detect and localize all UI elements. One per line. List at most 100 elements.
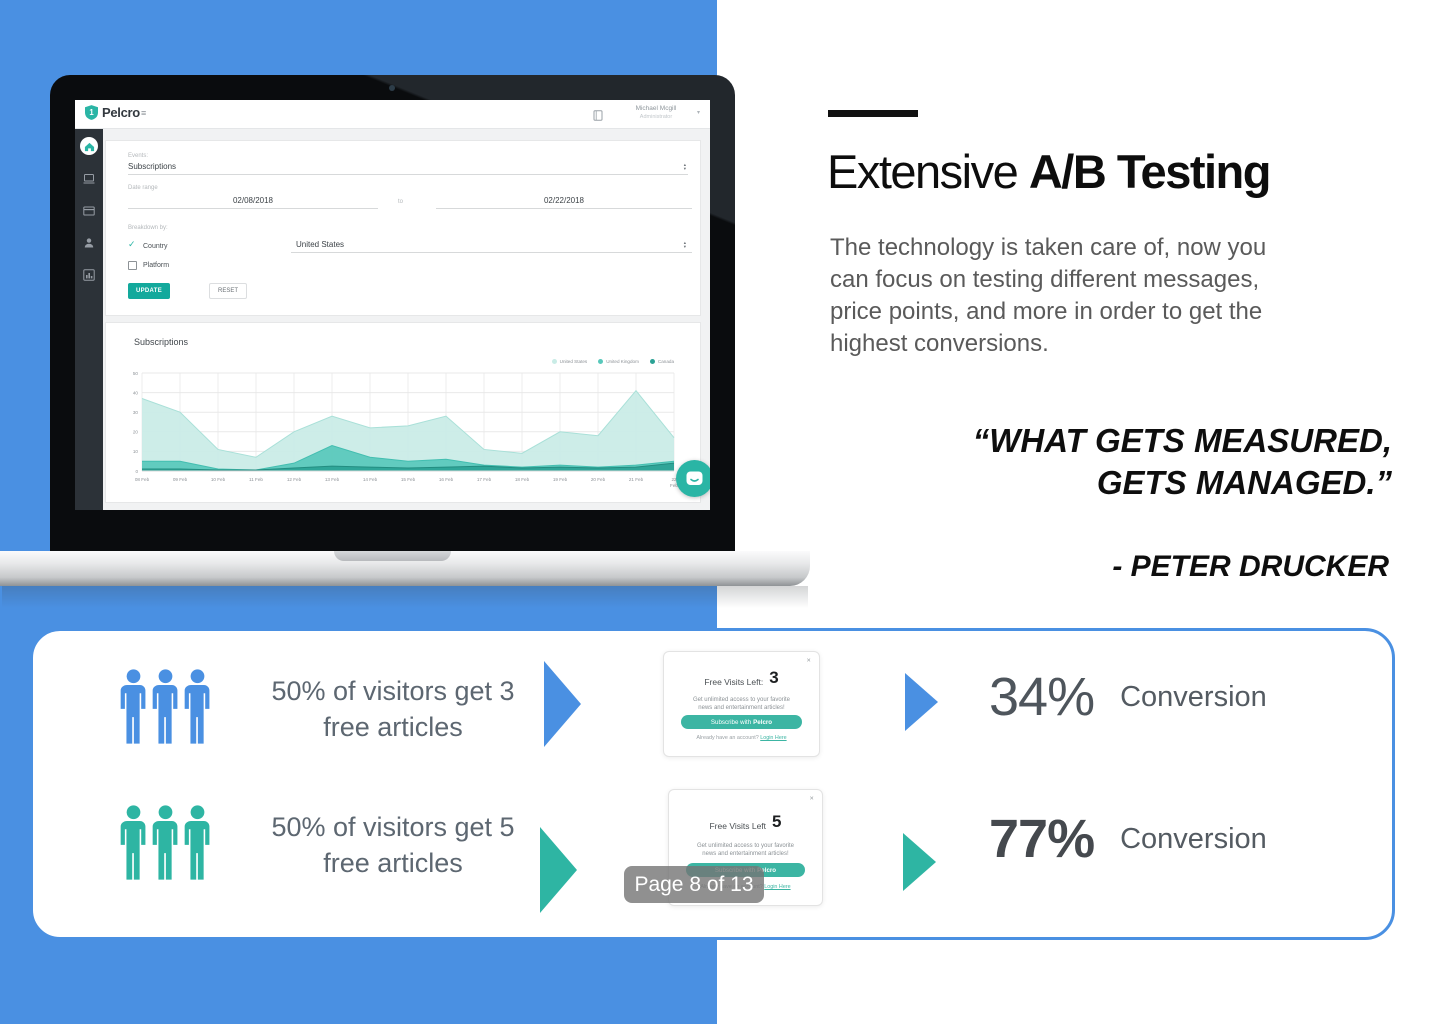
update-button[interactable]: UPDATE bbox=[128, 283, 170, 299]
sidebar-item-users[interactable] bbox=[83, 236, 95, 248]
page-title-regular: Extensive bbox=[827, 145, 1029, 198]
paywall-card-variant-a: ✕ Free Visits Left: 3 Get unlimited acce… bbox=[663, 651, 820, 757]
chart-panel: Subscriptions United States United Kingd… bbox=[105, 322, 701, 503]
svg-text:09 Feb: 09 Feb bbox=[173, 477, 188, 482]
svg-text:19 Feb: 19 Feb bbox=[553, 477, 568, 482]
events-select[interactable]: Subscriptions bbox=[128, 162, 177, 171]
intro-paragraph: The technology is taken care of, now you… bbox=[830, 232, 1266, 360]
svg-text:17 Feb: 17 Feb bbox=[477, 477, 492, 482]
laptop-bezel: 1 Pelcro ≡ Michael Mcgill Administrator … bbox=[50, 75, 735, 551]
country-checkbox-label[interactable]: Country bbox=[143, 243, 168, 250]
svg-text:0: 0 bbox=[135, 469, 138, 474]
legend-dot bbox=[551, 359, 557, 364]
conversion-value: 77% bbox=[989, 809, 1095, 869]
quote-line: “WHAT GETS MEASURED, bbox=[972, 422, 1392, 459]
svg-text:08 Feb: 08 Feb bbox=[135, 477, 150, 482]
select-stepper-icon: ▴ ▾ bbox=[683, 240, 686, 249]
chart-legend: United States United Kingdom Canada bbox=[551, 359, 674, 364]
pelcro-shield-icon: 1 bbox=[85, 105, 98, 120]
menu-icon[interactable]: ≡ bbox=[141, 108, 147, 118]
accent-dash bbox=[828, 110, 918, 117]
legend-dot bbox=[598, 359, 604, 364]
user-name: Michael Mcgill bbox=[635, 105, 677, 112]
laptop-shadow bbox=[2, 586, 808, 608]
laptop-notch bbox=[334, 551, 451, 561]
paywall-title-row: Free Visits Left 5 bbox=[669, 812, 822, 836]
free-visits-label: Free Visits Left: bbox=[704, 677, 764, 687]
svg-text:10: 10 bbox=[133, 449, 139, 454]
person-icon bbox=[184, 805, 210, 880]
svg-text:21 Feb: 21 Feb bbox=[629, 477, 644, 482]
filters-panel: Events: Subscriptions ▴ ▾ Date range 02/… bbox=[105, 140, 701, 316]
person-icon bbox=[120, 805, 146, 880]
paywall-footer: Already have an account? Login Here bbox=[696, 735, 787, 741]
laptop-base bbox=[0, 551, 810, 586]
country-select[interactable]: United States bbox=[296, 240, 345, 249]
sidebar-item-reports[interactable] bbox=[83, 268, 95, 281]
arrow-right-icon bbox=[540, 827, 577, 913]
chat-icon bbox=[686, 471, 703, 485]
variant-a-conversion: 34% Conversion bbox=[989, 661, 1267, 733]
legend-item-united-kingdom: United Kingdom bbox=[598, 359, 639, 364]
sidebar-item-screens[interactable] bbox=[83, 172, 95, 184]
quote-author: - PETER DRUCKER bbox=[1112, 550, 1389, 583]
page-title-bold: A/B Testing bbox=[1028, 145, 1272, 198]
paragraph-line: highest conversions. bbox=[830, 330, 1049, 357]
quote-line: GETS MANAGED.” bbox=[1096, 464, 1392, 501]
close-icon[interactable]: ✕ bbox=[806, 658, 811, 664]
legend-item-canada: Canada bbox=[649, 359, 674, 364]
svg-text:50: 50 bbox=[133, 371, 139, 376]
card-icon bbox=[83, 206, 95, 216]
chart-image-icon bbox=[83, 269, 95, 281]
subscriptions-area-chart: 08 Feb 09 Feb 10 Feb 11 Feb 12 Feb 13 Feb 14 F… bbox=[133, 371, 679, 488]
conversion-label: Conversion bbox=[1120, 822, 1267, 855]
chart-title: Subscriptions bbox=[134, 337, 189, 347]
login-link[interactable]: Login Here bbox=[764, 884, 791, 890]
date-to-word: to bbox=[398, 199, 404, 205]
login-link[interactable]: Login Here bbox=[760, 735, 787, 741]
check-icon[interactable]: ✓ bbox=[128, 239, 136, 249]
sidebar-item-cards[interactable] bbox=[83, 204, 95, 216]
paragraph-line: price points, and more in order to get t… bbox=[830, 298, 1263, 325]
close-icon[interactable]: ✕ bbox=[809, 796, 814, 802]
divider bbox=[128, 174, 688, 175]
svg-text:15 Feb: 15 Feb bbox=[401, 477, 416, 482]
platform-checkbox-label[interactable]: Platform bbox=[143, 262, 170, 269]
person-icon bbox=[152, 669, 178, 744]
audience-icons-variant-a bbox=[117, 667, 213, 747]
pelcro-logo: 1 Pelcro bbox=[85, 105, 140, 120]
paywall-body: Get unlimited access to your favorite ne… bbox=[696, 843, 795, 857]
person-icon bbox=[152, 805, 178, 880]
svg-text:18 Feb: 18 Feb bbox=[515, 477, 530, 482]
divider bbox=[436, 208, 692, 209]
paragraph-line: The technology is taken care of, now you bbox=[830, 234, 1267, 261]
svg-text:13 Feb: 13 Feb bbox=[325, 477, 340, 482]
reset-button[interactable]: RESET bbox=[209, 283, 247, 299]
date-from-input[interactable]: 02/08/2018 bbox=[232, 196, 274, 205]
date-to-input[interactable]: 02/22/2018 bbox=[543, 196, 585, 205]
notebook-icon[interactable] bbox=[593, 108, 603, 126]
user-menu[interactable]: Michael Mcgill Administrator bbox=[620, 105, 692, 121]
user-icon bbox=[84, 238, 94, 248]
laptop-icon bbox=[83, 174, 95, 184]
legend-item-united-states: United States bbox=[551, 359, 587, 364]
chevron-down-icon[interactable]: ▾ bbox=[697, 110, 701, 116]
svg-text:40: 40 bbox=[133, 390, 139, 395]
platform-checkbox[interactable] bbox=[128, 261, 137, 270]
sidebar bbox=[75, 128, 103, 510]
free-visits-count: 5 bbox=[772, 812, 782, 831]
free-visits-count: 3 bbox=[769, 668, 779, 687]
variant-b-description: 50% of visitors get 5 free articles bbox=[271, 812, 515, 878]
page-title: Extensive A/B Testing bbox=[827, 144, 1272, 199]
dashboard-screen: 1 Pelcro ≡ Michael Mcgill Administrator … bbox=[75, 100, 710, 510]
audience-icons-variant-b bbox=[117, 803, 213, 883]
svg-text:16 Feb: 16 Feb bbox=[439, 477, 454, 482]
pelcro-logo-mark: 1 bbox=[89, 108, 94, 117]
sidebar-item-home[interactable] bbox=[80, 137, 98, 155]
paywall-body: Get unlimited access to your favorite ne… bbox=[692, 697, 791, 711]
conversion-label: Conversion bbox=[1120, 680, 1267, 713]
subscribe-button[interactable]: Subscribe with Pelcro bbox=[681, 715, 802, 729]
chat-widget-button[interactable] bbox=[676, 460, 710, 497]
person-icon bbox=[184, 669, 210, 744]
